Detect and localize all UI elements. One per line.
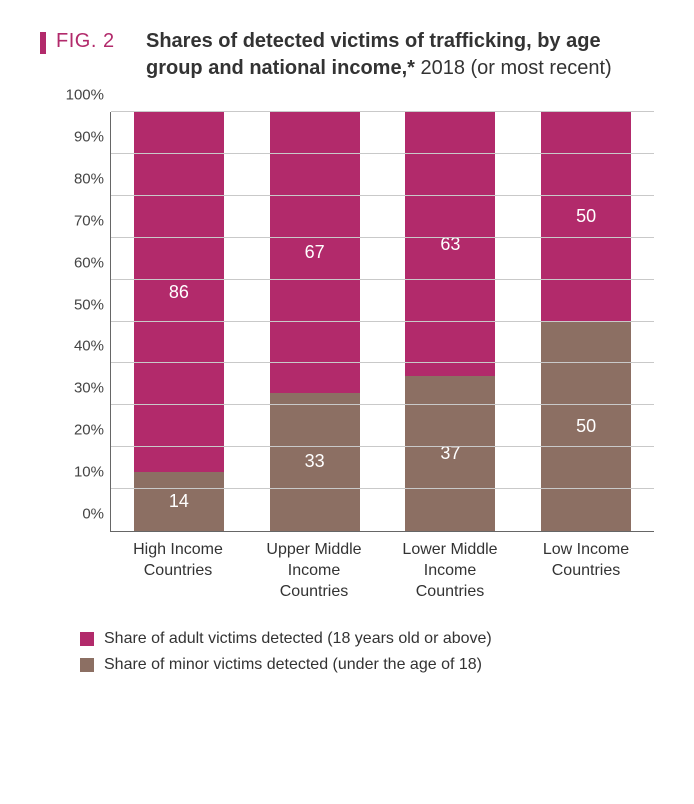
x-axis-label: High Income Countries [118, 540, 238, 602]
x-axis-label: Low Income Countries [526, 540, 646, 602]
y-tick-label: 0% [56, 506, 104, 523]
chart-plot-area: 8614673363375050 0%10%20%30%40%50%60%70%… [110, 112, 654, 532]
grid-line [111, 279, 654, 280]
bar-segment-adult: 63 [405, 112, 495, 376]
grid-line [111, 362, 654, 363]
bar-segment-minor: 37 [405, 376, 495, 531]
grid-line [111, 111, 654, 112]
figure-title-light: 2018 (or most recent) [415, 57, 612, 79]
legend-item-minor: Share of minor victims detected (under t… [80, 656, 654, 674]
y-tick-label: 10% [56, 464, 104, 481]
figure-title: Shares of detected victims of traf­ficki… [146, 28, 654, 82]
bar-column: 6337 [405, 112, 495, 531]
y-tick-label: 100% [56, 87, 104, 104]
y-tick-label: 40% [56, 338, 104, 355]
bar-segment-adult: 50 [541, 112, 631, 322]
y-tick-label: 50% [56, 296, 104, 313]
y-tick-label: 70% [56, 212, 104, 229]
legend-swatch-adult [80, 632, 94, 646]
grid-line [111, 446, 654, 447]
bar-column: 6733 [270, 112, 360, 531]
bar-column: 8614 [134, 112, 224, 531]
y-tick-label: 20% [56, 422, 104, 439]
figure-header: FIG. 2 Shares of detected victims of tra… [40, 28, 654, 82]
x-axis-label: Upper Middle Income Countries [254, 540, 374, 602]
legend-label-adult: Share of adult victims detected (18 year… [104, 630, 492, 648]
bar-segment-minor: 50 [541, 322, 631, 532]
bar-column: 5050 [541, 112, 631, 531]
y-tick-label: 90% [56, 128, 104, 145]
x-axis-labels: High Income Countries Upper Middle Income… [110, 540, 654, 602]
x-axis-label: Lower Middle Income Countries [390, 540, 510, 602]
grid-line [111, 488, 654, 489]
grid-line [111, 195, 654, 196]
grid-line [111, 404, 654, 405]
figure-container: FIG. 2 Shares of detected victims of tra… [0, 0, 694, 804]
legend-label-minor: Share of minor victims detected (under t… [104, 656, 482, 674]
bars-row: 8614 6733 6337 5050 [111, 112, 654, 531]
bar-segment-adult: 86 [134, 112, 224, 472]
figure-accent-bar [40, 32, 46, 54]
bar-segment-minor: 33 [270, 393, 360, 531]
y-tick-label: 30% [56, 380, 104, 397]
legend-swatch-minor [80, 658, 94, 672]
legend: Share of adult victims detected (18 year… [80, 630, 654, 674]
chart-wrap: 8614673363375050 0%10%20%30%40%50%60%70%… [60, 112, 654, 602]
figure-label: FIG. 2 [56, 28, 146, 53]
y-tick-label: 60% [56, 254, 104, 271]
grid-line [111, 321, 654, 322]
bar-segment-adult: 67 [270, 112, 360, 393]
bar-segment-minor: 14 [134, 472, 224, 531]
grid-line [111, 153, 654, 154]
legend-item-adult: Share of adult victims detected (18 year… [80, 630, 654, 648]
grid-line [111, 237, 654, 238]
y-tick-label: 80% [56, 170, 104, 187]
